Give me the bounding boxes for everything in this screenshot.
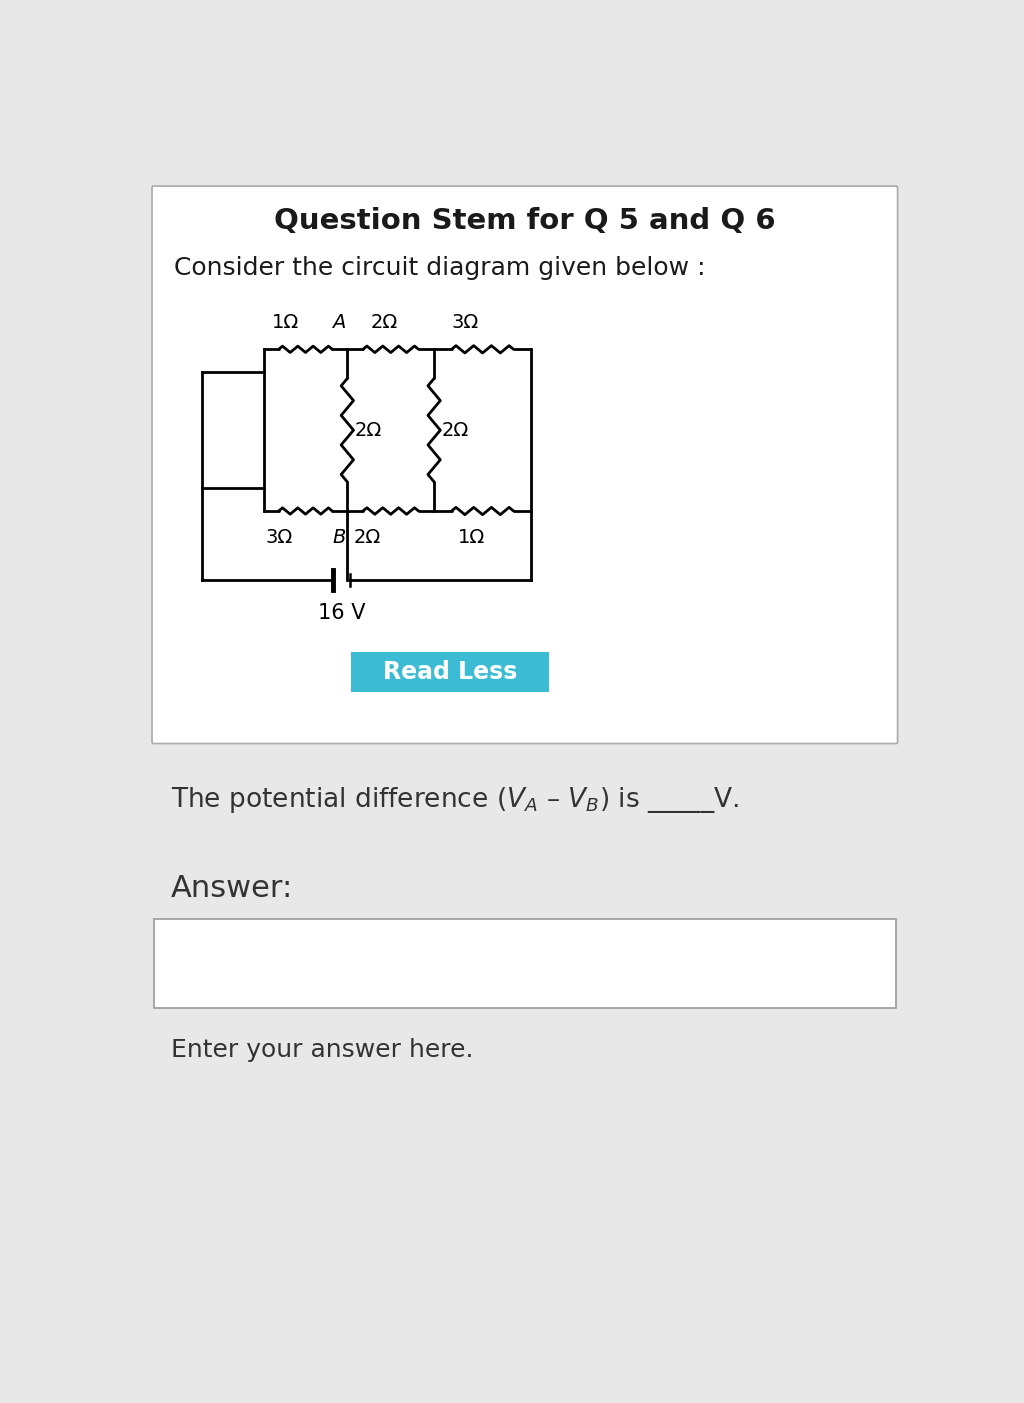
Text: 1Ω: 1Ω	[271, 313, 299, 333]
Text: 3Ω: 3Ω	[452, 313, 478, 333]
FancyBboxPatch shape	[154, 919, 896, 1007]
FancyBboxPatch shape	[152, 187, 898, 744]
Text: 2Ω: 2Ω	[353, 528, 381, 547]
Text: B: B	[333, 528, 346, 547]
FancyBboxPatch shape	[351, 652, 549, 692]
Text: 2Ω: 2Ω	[371, 313, 398, 333]
Text: Enter your answer here.: Enter your answer here.	[171, 1038, 473, 1062]
Text: 3Ω: 3Ω	[265, 528, 293, 547]
Text: 1Ω: 1Ω	[458, 528, 484, 547]
Text: The potential difference ($V_A$ – $V_B$) is _____V.: The potential difference ($V_A$ – $V_B$)…	[171, 784, 738, 815]
Text: Answer:: Answer:	[171, 874, 293, 902]
Text: Question Stem for Q 5 and Q 6: Question Stem for Q 5 and Q 6	[274, 206, 775, 234]
Text: 2Ω: 2Ω	[355, 421, 382, 439]
Text: Consider the circuit diagram given below :: Consider the circuit diagram given below…	[174, 257, 706, 281]
Text: 2Ω: 2Ω	[442, 421, 469, 439]
Text: 16 V: 16 V	[317, 603, 366, 623]
Text: Read Less: Read Less	[383, 659, 517, 683]
Text: A: A	[333, 313, 346, 333]
